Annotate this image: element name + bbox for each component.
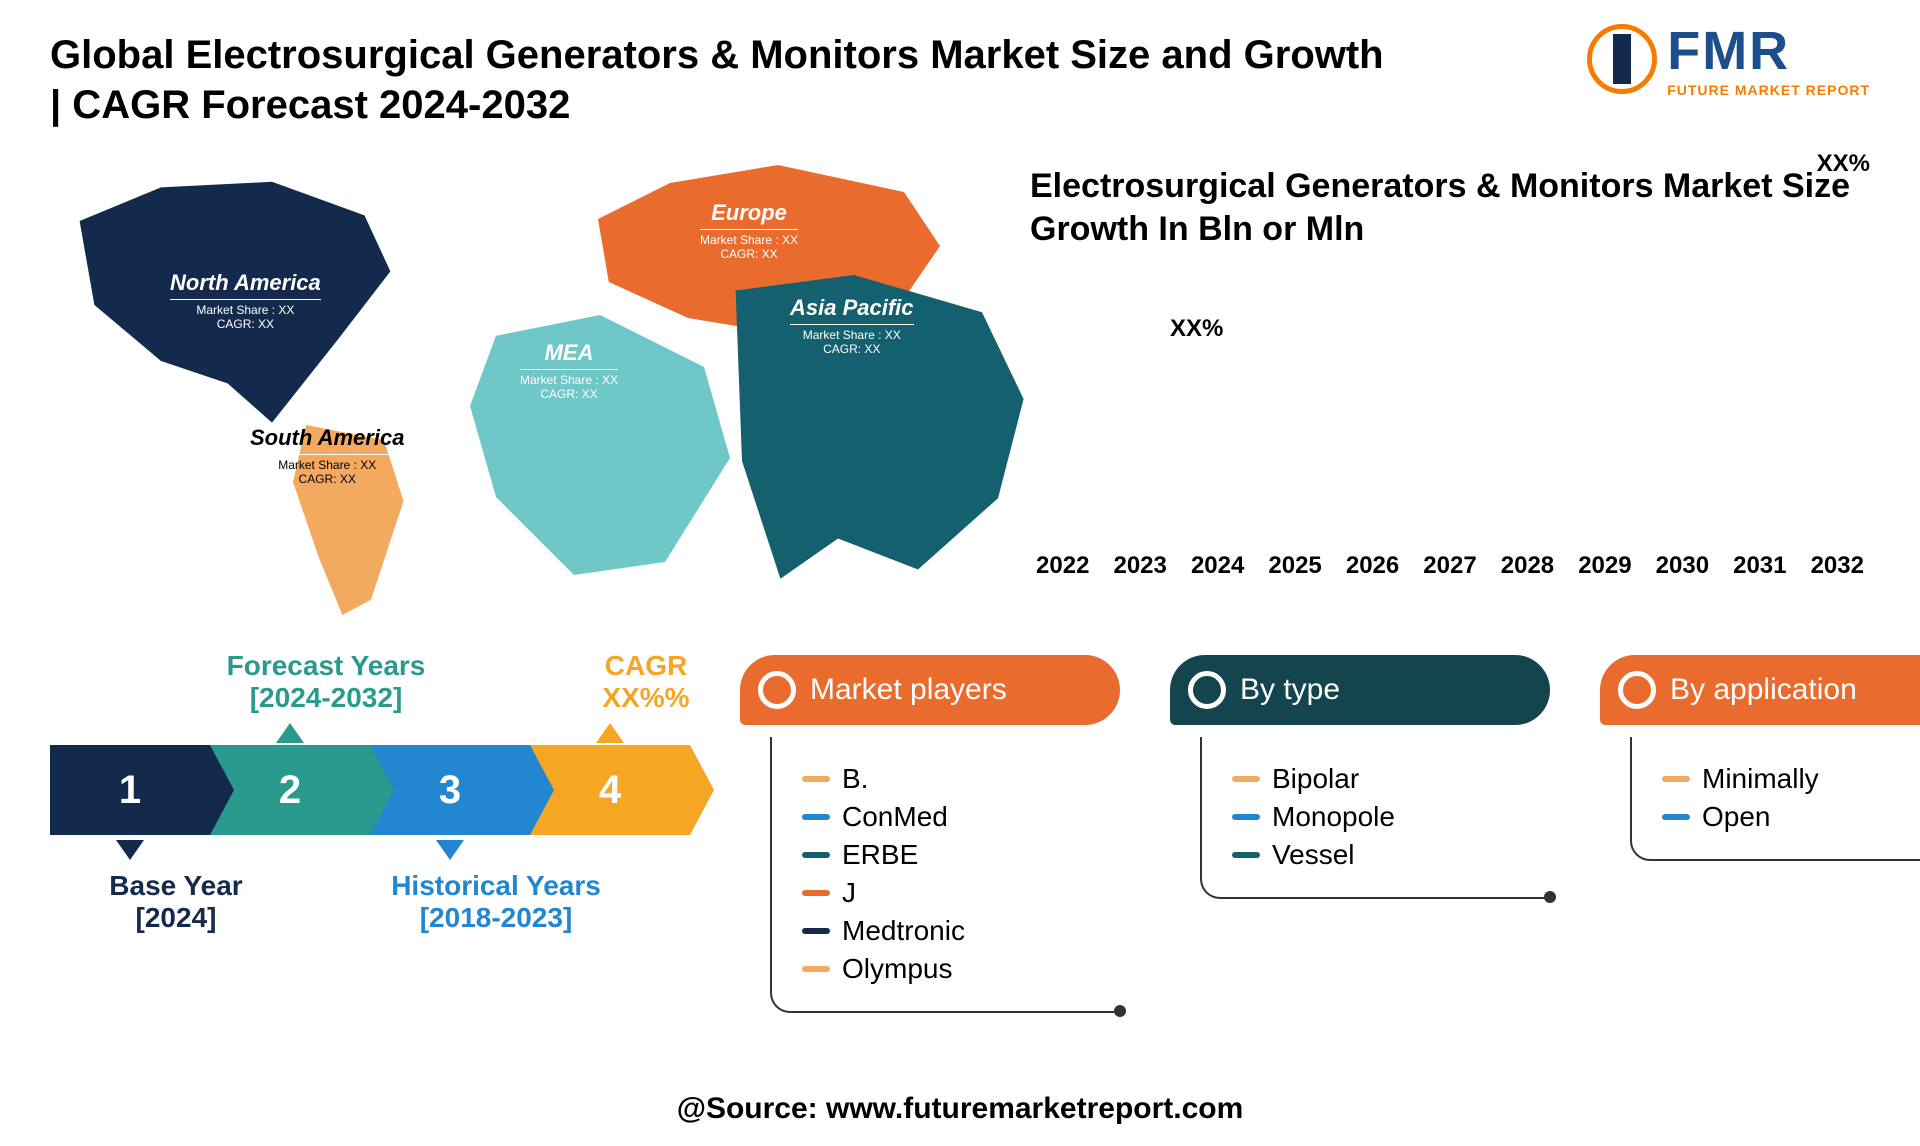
list-item: Minimally [1662,763,1920,795]
list-item: ERBE [802,839,1120,871]
section-bracket: B. ConMed ERBE J Medtronic Olympus [770,737,1120,1013]
map-label-north-america: North AmericaMarket Share : XXCAGR: XX [170,270,321,331]
bar-year-2032: 2032 [1811,552,1864,580]
bar-year-2030: 2030 [1656,552,1709,580]
bar-2026: 2026 [1340,544,1405,580]
item-text: Monopole [1272,801,1395,833]
timeline-label-1: Base Year[2024] [56,870,296,934]
map-label-asia-pacific: Asia PacificMarket Share : XXCAGR: XX [790,295,914,356]
bar-year-2027: 2027 [1423,552,1476,580]
page-title: Global Electrosurgical Generators & Moni… [50,30,1400,130]
source-text: @Source: www.futuremarketreport.com [677,1092,1244,1126]
dash-icon [1662,776,1690,782]
bar-2024: 2024 [1185,544,1250,580]
timeline-pointer-2 [276,723,304,743]
bar-2028: 2028 [1495,544,1560,580]
bar-2025: 2025 [1262,544,1327,580]
list-item: Medtronic [802,915,1120,947]
bar-year-2025: 2025 [1268,552,1321,580]
section-bracket: Minimally Open [1630,737,1920,861]
list-item: Bipolar [1232,763,1550,795]
logo: FMR FUTURE MARKET REPORT [1587,20,1870,98]
timeline: 1234 Base Year[2024]Forecast Years[2024-… [50,655,690,1013]
map-label-europe: EuropeMarket Share : XXCAGR: XX [700,200,798,261]
list-item: ConMed [802,801,1120,833]
item-text: B. [842,763,868,795]
item-text: ERBE [842,839,918,871]
timeline-arrow-1: 1 [50,745,210,835]
item-text: Open [1702,801,1771,833]
timeline-label-4: CAGRXX%% [536,650,756,714]
dash-icon [1232,852,1260,858]
timeline-arrow-3: 3 [370,745,530,835]
bar-year-2031: 2031 [1733,552,1786,580]
timeline-label-3: Historical Years[2018-2023] [376,870,616,934]
bar-chart: Electrosurgical Generators & Monitors Ma… [1030,165,1870,595]
bar-2027: 2027 [1417,544,1482,580]
dash-icon [802,852,830,858]
bar-2032: 2032 [1805,544,1870,580]
bar-year-2024: 2024 [1191,552,1244,580]
dash-icon [1232,814,1260,820]
timeline-pointer-4 [596,723,624,743]
dash-icon [802,928,830,934]
section-by-application: By application Minimally Open [1600,655,1920,1013]
bar-year-2029: 2029 [1578,552,1631,580]
timeline-label-2: Forecast Years[2024-2032] [216,650,436,714]
dash-icon [1662,814,1690,820]
bar-2029: 2029 [1572,544,1637,580]
item-text: Bipolar [1272,763,1359,795]
dash-icon [802,814,830,820]
list-item: Vessel [1232,839,1550,871]
dash-icon [802,890,830,896]
timeline-pointer-3 [436,840,464,860]
chart-label-2024: XX% [1170,315,1223,343]
timeline-pointer-1 [116,840,144,860]
dash-icon [802,776,830,782]
timeline-arrow-2: 2 [210,745,370,835]
section-by-type: By type Bipolar Monopole Vessel [1170,655,1550,1013]
item-text: Olympus [842,953,952,985]
logo-text-main: FMR [1667,20,1870,82]
item-text: ConMed [842,801,948,833]
section-bracket: Bipolar Monopole Vessel [1200,737,1550,899]
bar-2031: 2031 [1727,544,1792,580]
section-pill: By application [1600,655,1920,725]
logo-icon [1587,24,1657,94]
dash-icon [1232,776,1260,782]
item-text: Medtronic [842,915,965,947]
logo-text-sub: FUTURE MARKET REPORT [1667,82,1870,98]
bar-year-2026: 2026 [1346,552,1399,580]
bar-2022: 2022 [1030,544,1095,580]
list-item: B. [802,763,1120,795]
bar-2023: 2023 [1107,544,1172,580]
chart-title: Electrosurgical Generators & Monitors Ma… [1030,165,1870,250]
item-text: J [842,877,856,909]
section-pill: Market players [740,655,1120,725]
list-item: Open [1662,801,1920,833]
list-item: Monopole [1232,801,1550,833]
map-label-mea: MEAMarket Share : XXCAGR: XX [520,340,618,401]
item-text: Minimally [1702,763,1819,795]
bar-year-2023: 2023 [1113,552,1166,580]
section-pill: By type [1170,655,1550,725]
bar-year-2022: 2022 [1036,552,1089,580]
list-item: Olympus [802,953,1120,985]
item-text: Vessel [1272,839,1355,871]
bar-year-2028: 2028 [1501,552,1554,580]
bar-2030: 2030 [1650,544,1715,580]
list-item: J [802,877,1120,909]
chart-label-2032: XX% [1817,150,1870,178]
map-label-south-america: South AmericaMarket Share : XXCAGR: XX [250,425,404,486]
world-map: North AmericaMarket Share : XXCAGR: XX So… [50,165,1000,595]
timeline-arrow-4: 4 [530,745,690,835]
section-market-players: Market players B. ConMed ERBE J Medtronic Olym… [740,655,1120,1013]
dash-icon [802,966,830,972]
